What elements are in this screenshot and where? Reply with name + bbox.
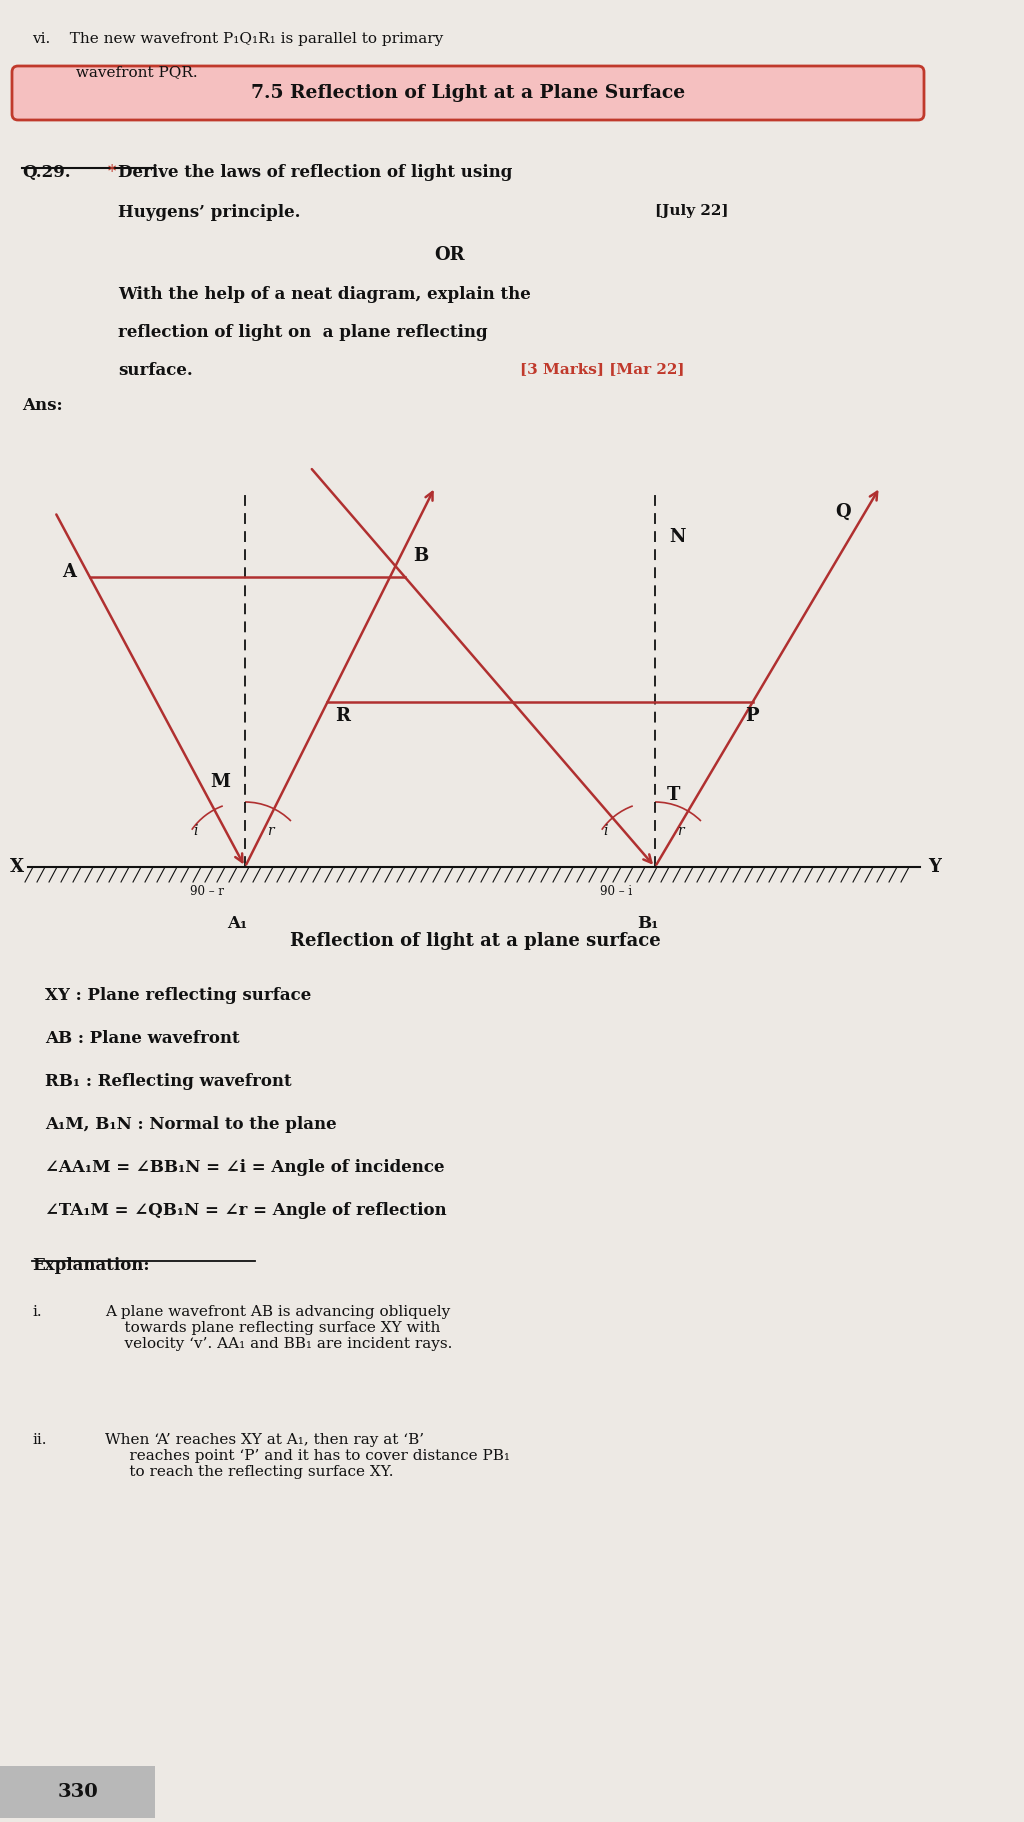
Bar bbox=[0, 1766, 155, 1818]
Text: *: * bbox=[108, 164, 117, 180]
Text: Ans:: Ans: bbox=[22, 397, 62, 414]
Text: 90 – r: 90 – r bbox=[190, 885, 224, 898]
Text: When ‘A’ reaches XY at A₁, then ray at ‘B’
     reaches point ‘P’ and it has to : When ‘A’ reaches XY at A₁, then ray at ‘… bbox=[105, 1432, 510, 1479]
Text: N: N bbox=[669, 528, 685, 547]
Text: XY : Plane reflecting surface: XY : Plane reflecting surface bbox=[45, 988, 311, 1004]
Text: i: i bbox=[193, 824, 198, 838]
Text: [July 22]: [July 22] bbox=[655, 204, 728, 219]
Text: Derive the laws of reflection of light using: Derive the laws of reflection of light u… bbox=[118, 164, 512, 180]
Text: Q: Q bbox=[835, 503, 851, 521]
Text: ∠TA₁M = ∠QB₁N = ∠r = Angle of reflection: ∠TA₁M = ∠QB₁N = ∠r = Angle of reflection bbox=[45, 1203, 446, 1219]
Text: Explanation:: Explanation: bbox=[32, 1257, 150, 1274]
Text: AB : Plane wavefront: AB : Plane wavefront bbox=[45, 1029, 240, 1048]
Text: A₁M, B₁N : Normal to the plane: A₁M, B₁N : Normal to the plane bbox=[45, 1117, 337, 1133]
Text: OR: OR bbox=[434, 246, 465, 264]
FancyBboxPatch shape bbox=[12, 66, 924, 120]
Text: With the help of a neat diagram, explain the: With the help of a neat diagram, explain… bbox=[118, 286, 530, 302]
Text: A plane wavefront AB is advancing obliquely
    towards plane reflecting surface: A plane wavefront AB is advancing obliqu… bbox=[105, 1305, 453, 1352]
Text: r: r bbox=[267, 824, 273, 838]
Text: 330: 330 bbox=[57, 1784, 98, 1800]
Text: reflection of light on  a plane reflecting: reflection of light on a plane reflectin… bbox=[118, 324, 487, 341]
Text: A: A bbox=[61, 563, 76, 581]
Text: X: X bbox=[10, 858, 25, 876]
Text: surface.: surface. bbox=[118, 363, 193, 379]
Text: B₁: B₁ bbox=[637, 915, 658, 933]
Text: r: r bbox=[677, 824, 684, 838]
Text: A₁: A₁ bbox=[227, 915, 247, 933]
Text: Huygens’ principle.: Huygens’ principle. bbox=[118, 204, 300, 220]
Text: i.: i. bbox=[32, 1305, 42, 1319]
Text: R: R bbox=[336, 707, 350, 725]
Text: wavefront PQR.: wavefront PQR. bbox=[32, 66, 198, 78]
Text: B: B bbox=[413, 547, 428, 565]
Text: M: M bbox=[210, 773, 230, 791]
Text: 90 – i: 90 – i bbox=[600, 885, 632, 898]
Text: Q.29.: Q.29. bbox=[22, 164, 71, 180]
Text: Y: Y bbox=[928, 858, 941, 876]
Text: ∠AA₁M = ∠BB₁N = ∠i = Angle of incidence: ∠AA₁M = ∠BB₁N = ∠i = Angle of incidence bbox=[45, 1159, 444, 1175]
Text: [3 Marks] [Mar 22]: [3 Marks] [Mar 22] bbox=[520, 363, 684, 375]
Text: i: i bbox=[603, 824, 607, 838]
Text: ii.: ii. bbox=[32, 1432, 46, 1447]
Text: 7.5 Reflection of Light at a Plane Surface: 7.5 Reflection of Light at a Plane Surfa… bbox=[251, 84, 685, 102]
Text: RB₁ : Reflecting wavefront: RB₁ : Reflecting wavefront bbox=[45, 1073, 292, 1090]
Text: P: P bbox=[744, 707, 759, 725]
Text: Reflection of light at a plane surface: Reflection of light at a plane surface bbox=[290, 933, 660, 949]
Text: T: T bbox=[667, 785, 680, 804]
Text: vi.    The new wavefront P₁Q₁R₁ is parallel to primary: vi. The new wavefront P₁Q₁R₁ is parallel… bbox=[32, 33, 443, 46]
